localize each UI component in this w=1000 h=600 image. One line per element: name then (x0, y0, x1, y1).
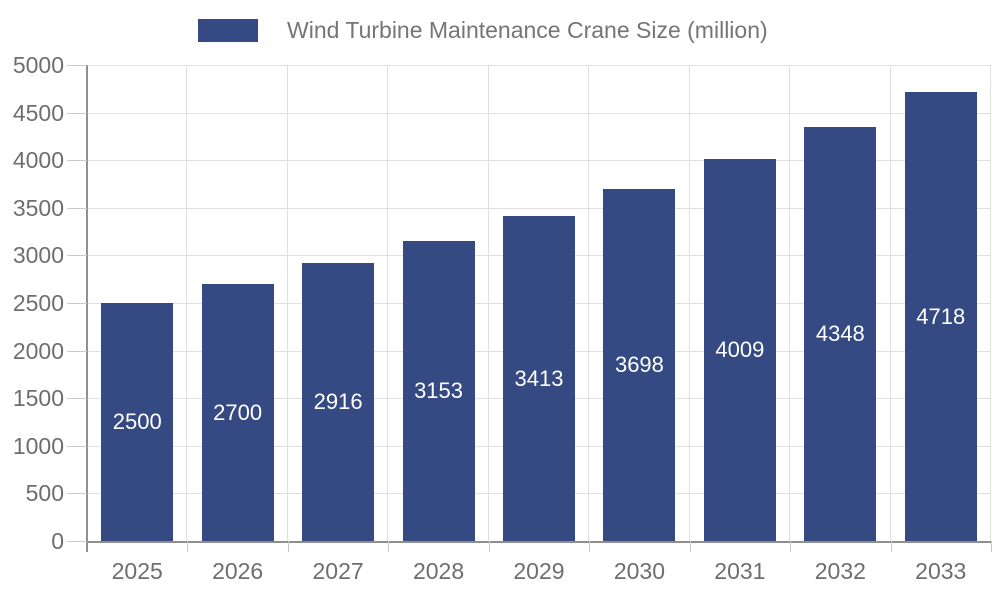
bar[interactable]: 4718 (904, 92, 977, 541)
y-axis-label: 3500 (12, 194, 64, 221)
y-axis-tick (67, 207, 87, 209)
x-axis-label: 2029 (513, 558, 565, 584)
x-axis-tick (488, 541, 490, 552)
x-gridline (487, 65, 489, 541)
bar[interactable]: 3698 (603, 189, 676, 541)
plot-area: 2500 2700 2916 3153 3413 3698 4009 4348 4718 (87, 65, 991, 541)
bar[interactable]: 4009 (703, 159, 776, 541)
x-axis-label: 2026 (212, 558, 264, 584)
x-gridline (387, 65, 389, 541)
y-gridline (87, 207, 991, 209)
bar[interactable]: 2500 (101, 303, 174, 541)
x-gridline (990, 65, 991, 541)
y-axis-label: 0 (51, 528, 64, 554)
y-axis-line (86, 65, 88, 552)
x-axis-label: 2025 (111, 558, 163, 584)
bar-value-label: 2500 (112, 409, 162, 434)
y-axis-label: 5000 (12, 52, 64, 78)
x-axis-line (86, 541, 992, 543)
x-axis-label: 2030 (613, 558, 666, 584)
y-gridline (87, 112, 991, 114)
bar[interactable]: 2700 (201, 284, 274, 541)
y-axis-label: 3000 (12, 242, 64, 269)
x-axis-tick (589, 541, 591, 552)
y-axis-label: 2500 (12, 290, 64, 316)
bar-value-label: 4009 (715, 337, 765, 362)
x-axis-label: 2027 (312, 558, 364, 584)
x-axis-label: 2033 (915, 558, 967, 584)
y-axis-tick (67, 303, 87, 304)
y-axis-tick (67, 160, 87, 162)
y-axis-tick (67, 398, 87, 400)
y-axis-tick (67, 445, 87, 447)
x-gridline (588, 65, 590, 541)
bar-value-label: 3153 (414, 378, 464, 403)
x-axis-tick (890, 541, 892, 552)
x-axis-label: 2032 (814, 558, 866, 584)
x-axis-tick (87, 541, 88, 552)
x-gridline (186, 65, 188, 541)
x-gridline (286, 65, 288, 541)
bar-value-label: 2700 (213, 399, 263, 425)
y-axis-label: 2000 (12, 337, 64, 364)
legend-label: Wind Turbine Maintenance Crane Size (mil… (287, 17, 768, 43)
y-axis-tick (67, 112, 87, 114)
x-axis-tick (790, 541, 792, 552)
legend-item[interactable]: Wind Turbine Maintenance Crane Size (mil… (198, 17, 768, 44)
bar-value-label: 3413 (514, 365, 564, 391)
y-axis-label: 500 (25, 480, 64, 507)
x-axis-tick (388, 541, 390, 552)
y-axis-label: 4500 (12, 99, 64, 126)
y-gridline (87, 160, 991, 162)
y-axis-label: 1000 (12, 432, 64, 459)
x-axis-tick (187, 541, 189, 552)
bar[interactable]: 3413 (503, 216, 575, 541)
x-axis-tick (689, 541, 691, 552)
bar-value-label: 2916 (313, 389, 363, 414)
y-axis-tick (67, 65, 87, 66)
x-gridline (688, 65, 690, 541)
x-axis-label: 2028 (412, 558, 465, 584)
legend-swatch (198, 19, 258, 42)
y-axis-tick (67, 541, 87, 542)
x-axis-tick (991, 541, 992, 552)
y-axis-tick (67, 493, 87, 495)
bar-value-label: 4348 (815, 321, 865, 346)
bar-value-label: 4718 (916, 303, 966, 329)
y-gridline (87, 65, 991, 66)
bar[interactable]: 4348 (804, 127, 877, 541)
bar[interactable]: 3153 (402, 241, 475, 541)
bar[interactable]: 2916 (302, 263, 375, 541)
x-gridline (789, 65, 791, 541)
y-axis-tick (67, 350, 87, 352)
bar-value-label: 3698 (614, 352, 664, 377)
x-gridline (889, 65, 891, 541)
y-axis-label: 4000 (12, 147, 64, 174)
x-axis-tick (287, 541, 289, 552)
y-axis-tick (67, 255, 87, 257)
y-axis-label: 1500 (12, 385, 64, 412)
x-axis-label: 2031 (714, 558, 766, 584)
